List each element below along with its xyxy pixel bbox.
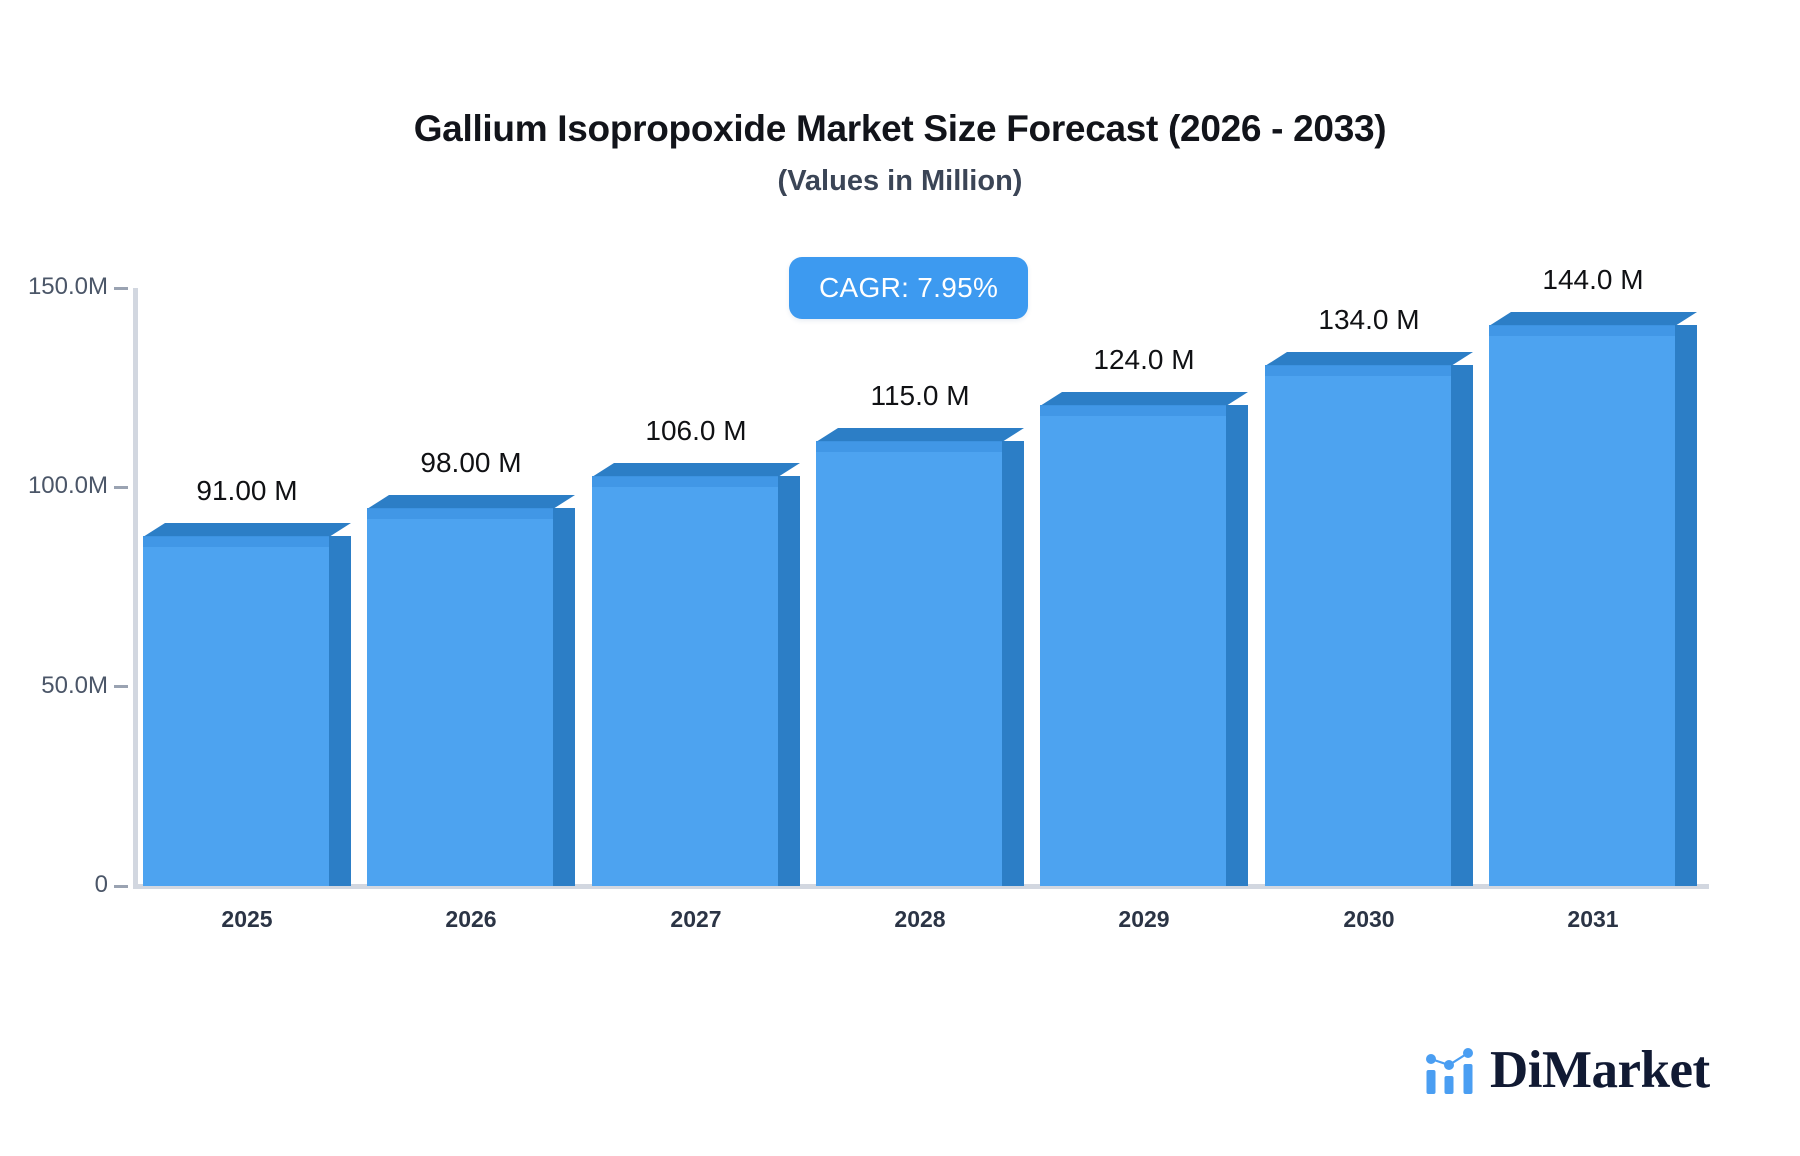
y-axis-tick-mark (114, 884, 128, 888)
x-axis-tick-label: 2026 (445, 906, 497, 932)
x-axis-tick-label: 2031 (1567, 906, 1619, 932)
cagr-badge: CAGR: 7.95% (789, 257, 1029, 319)
bar (1040, 392, 1248, 886)
bar-highlight-band (1489, 325, 1675, 336)
bar-side-face (778, 476, 800, 886)
y-axis-tick-label: 100.0M (27, 472, 108, 500)
bar-highlight-band (816, 441, 1002, 452)
bar (1265, 352, 1473, 886)
x-axis-tick-label: 2025 (221, 906, 273, 932)
bar-top-face (367, 495, 575, 509)
y-axis-tick-label: 50.0M (41, 671, 108, 699)
bar-front-face (1040, 405, 1226, 886)
bar-value-label: 106.0 M (645, 415, 747, 446)
bar-value-label: 91.00 M (196, 475, 298, 506)
bar-front-face (1489, 325, 1675, 886)
y-axis-line (133, 288, 138, 888)
bar-side-face (1451, 365, 1473, 886)
logo-text: DiMarket (1490, 1041, 1710, 1099)
bar (143, 523, 351, 886)
bar-highlight-band (143, 536, 329, 547)
x-axis-tick-label: 2027 (670, 906, 722, 932)
bar-side-face (1675, 325, 1697, 886)
bar-front-face (1265, 365, 1451, 886)
bar-top-face (1489, 312, 1697, 326)
y-axis-tick-mark (114, 286, 128, 290)
y-axis-tick-mark (114, 485, 128, 489)
x-axis-tick-label: 2028 (894, 906, 946, 932)
bar (367, 495, 575, 886)
bar-top-face (1265, 352, 1473, 366)
x-axis-line (133, 884, 1709, 889)
bar-side-face (329, 536, 351, 886)
bar-highlight-band (1040, 405, 1226, 416)
bar-top-face (592, 463, 800, 477)
y-axis-tick-label: 150.0M (27, 273, 108, 300)
bar-highlight-band (367, 508, 553, 519)
bar (1489, 312, 1697, 886)
bar (592, 463, 800, 886)
x-axis-tick-label: 2030 (1343, 906, 1395, 932)
y-axis-tick-label: 0 (94, 871, 108, 898)
bar-value-label: 98.00 M (420, 447, 522, 478)
bar-side-face (553, 508, 575, 886)
bar-value-label: 144.0 M (1542, 264, 1644, 295)
bar-side-face (1226, 405, 1248, 886)
bar-front-face (143, 536, 329, 886)
bar-top-face (816, 428, 1024, 442)
bar-top-face (1040, 392, 1248, 406)
bar-highlight-band (1265, 365, 1451, 376)
bar-front-face (367, 508, 553, 886)
x-axis-tick-label: 2029 (1118, 906, 1170, 932)
page-title: Gallium Isopropoxide Market Size Forecas… (413, 108, 1387, 149)
bar (816, 428, 1024, 886)
bar-side-face (1002, 441, 1024, 886)
bar-front-face (816, 441, 1002, 886)
bar-chart-logo-icon (1426, 1047, 1473, 1094)
bar-value-label: 115.0 M (870, 380, 970, 411)
dimarket-logo: DiMarket (1424, 1044, 1710, 1097)
bar-front-face (592, 476, 778, 886)
bar-value-label: 124.0 M (1093, 344, 1195, 375)
bar-value-label: 134.0 M (1318, 304, 1420, 335)
bar-highlight-band (592, 476, 778, 487)
y-axis-tick-mark (114, 685, 128, 689)
chart-subtitle: (Values in Million) (777, 165, 1023, 197)
cagr-badge-label: CAGR: 7.95% (819, 272, 999, 303)
bar-top-face (143, 523, 351, 537)
